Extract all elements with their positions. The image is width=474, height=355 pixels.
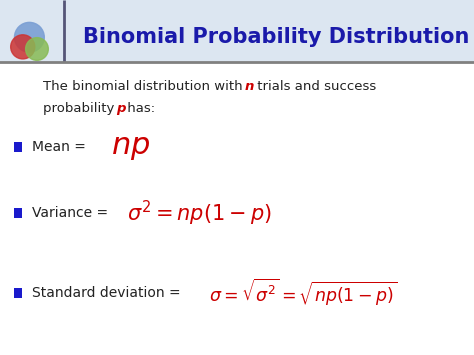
Bar: [14, 208, 22, 218]
Text: has:: has:: [123, 102, 155, 115]
Text: Standard deviation =: Standard deviation =: [32, 286, 185, 300]
Bar: [14, 142, 22, 152]
Text: Variance =: Variance =: [32, 206, 113, 220]
Ellipse shape: [15, 22, 44, 52]
Text: $\sigma^2 = np\left(1-p\right)$: $\sigma^2 = np\left(1-p\right)$: [127, 198, 272, 228]
Bar: [14, 288, 22, 298]
Text: The binomial distribution with: The binomial distribution with: [43, 81, 246, 93]
Text: p: p: [116, 102, 126, 115]
Text: n: n: [244, 81, 254, 93]
Text: $\sigma = \sqrt{\sigma^2} = \sqrt{np\left(1-p\right)}$: $\sigma = \sqrt{\sigma^2} = \sqrt{np\lef…: [209, 277, 397, 308]
Text: $np$: $np$: [111, 133, 151, 162]
Text: Binomial Probability Distribution: Binomial Probability Distribution: [83, 27, 469, 47]
Text: probability: probability: [43, 102, 118, 115]
Text: Mean =: Mean =: [32, 140, 91, 154]
Text: trials and success: trials and success: [253, 81, 376, 93]
Ellipse shape: [11, 35, 35, 59]
Ellipse shape: [26, 38, 48, 60]
FancyBboxPatch shape: [0, 0, 474, 62]
